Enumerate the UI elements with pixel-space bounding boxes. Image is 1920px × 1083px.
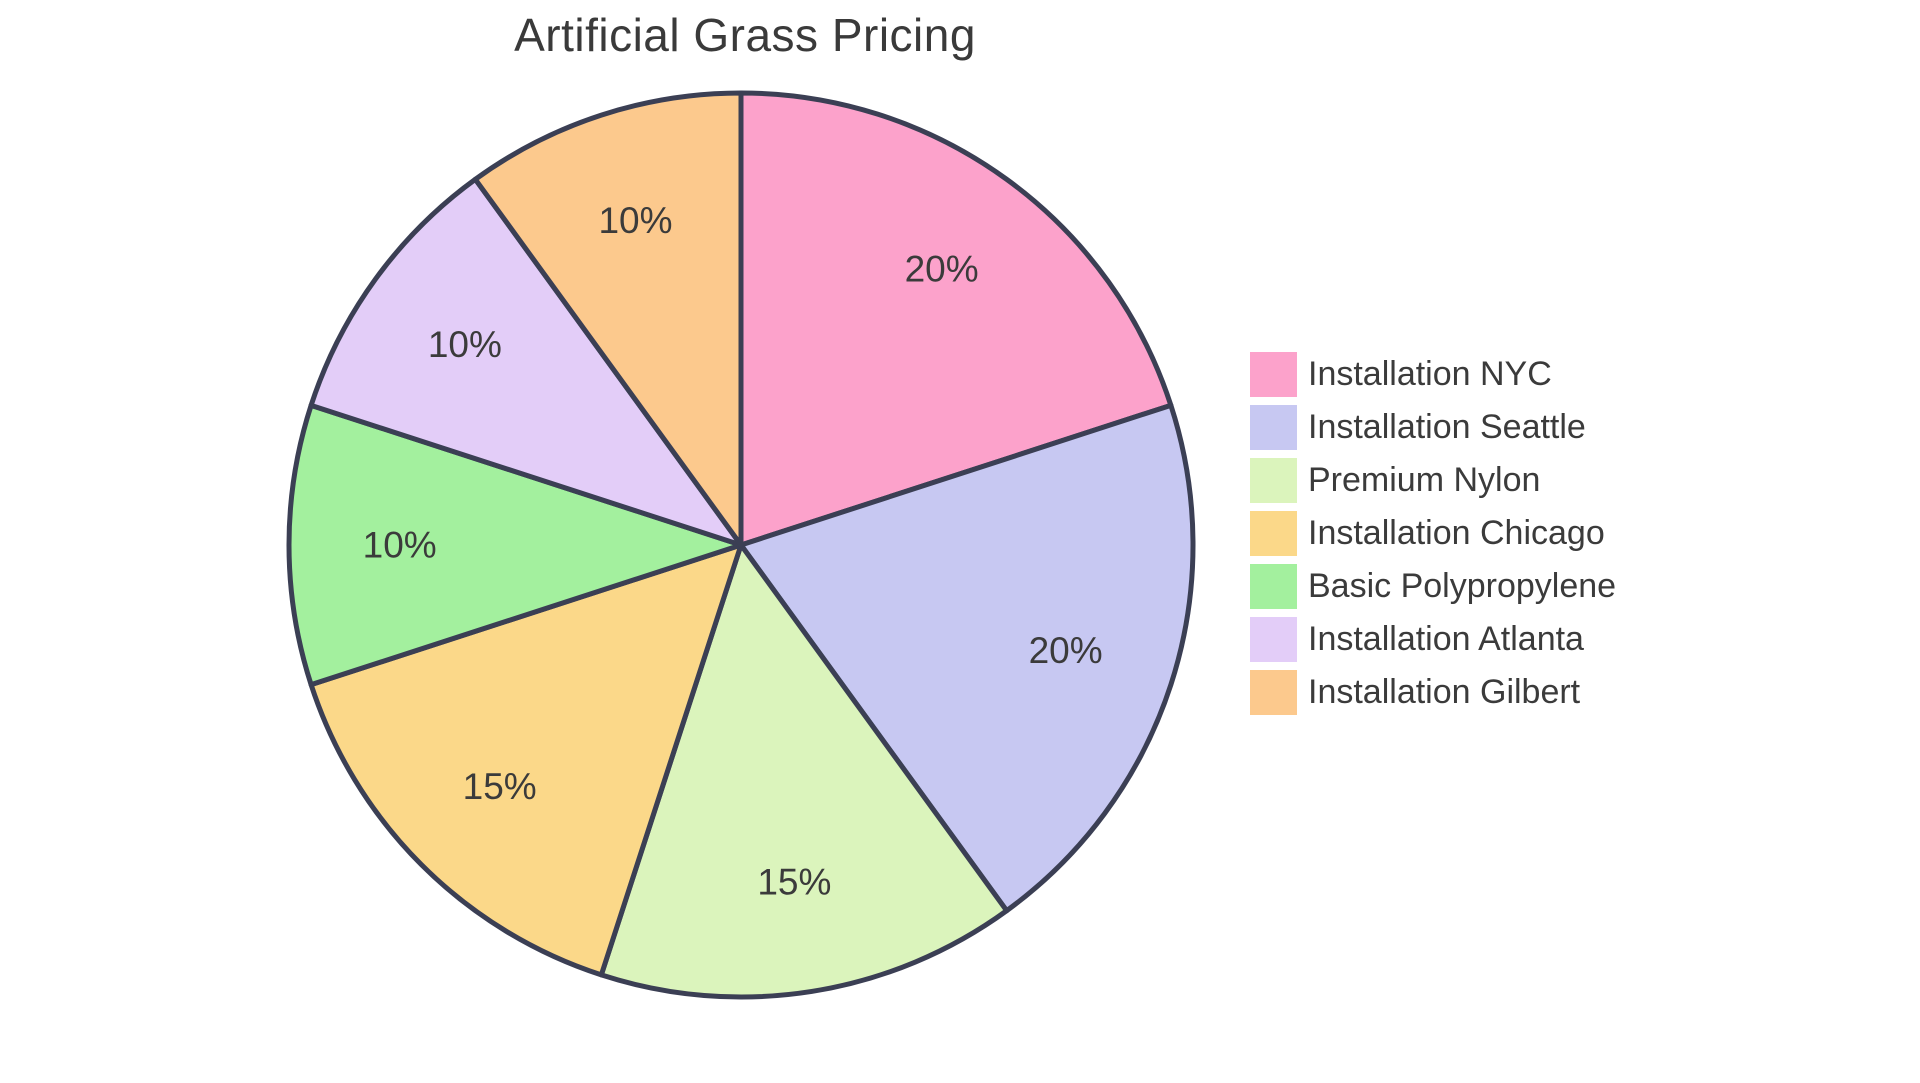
legend-item-3: Installation Chicago bbox=[1250, 511, 1616, 556]
legend-item-4: Basic Polypropylene bbox=[1250, 564, 1616, 609]
pie-slice-1 bbox=[738, 402, 1196, 914]
chart-title: Artificial Grass Pricing bbox=[514, 9, 976, 61]
legend-label: Installation Chicago bbox=[1308, 514, 1605, 552]
legend-item-5: Installation Atlanta bbox=[1250, 617, 1616, 662]
legend-swatch bbox=[1250, 511, 1297, 556]
pie-slice-0 bbox=[738, 90, 1174, 548]
slice-percent-label: 15% bbox=[757, 862, 831, 903]
legend-swatch bbox=[1250, 458, 1297, 503]
pie-slice-2 bbox=[598, 542, 1010, 1000]
pie-slice-5 bbox=[308, 176, 744, 548]
legend-label: Installation Gilbert bbox=[1308, 673, 1581, 711]
slice-percent-label: 20% bbox=[1029, 630, 1103, 671]
slice-percent-label: 10% bbox=[428, 324, 502, 365]
legend-swatch bbox=[1250, 617, 1297, 662]
slice-percent-label: 20% bbox=[905, 248, 979, 289]
pie-slice-6 bbox=[472, 90, 744, 548]
pie-slice-4 bbox=[286, 402, 744, 688]
legend-label: Basic Polypropylene bbox=[1308, 567, 1617, 605]
legend-label: Premium Nylon bbox=[1308, 461, 1541, 499]
legend-item-0: Installation NYC bbox=[1250, 352, 1616, 397]
slice-percent-label: 10% bbox=[363, 525, 437, 566]
legend-swatch bbox=[1250, 352, 1297, 397]
slice-percent-label: 10% bbox=[598, 200, 672, 241]
legend-item-2: Premium Nylon bbox=[1250, 458, 1616, 503]
legend-label: Installation Atlanta bbox=[1308, 620, 1584, 658]
legend-item-1: Installation Seattle bbox=[1250, 405, 1616, 450]
legend-swatch bbox=[1250, 405, 1297, 450]
legend-swatch bbox=[1250, 564, 1297, 609]
legend-label: Installation NYC bbox=[1308, 355, 1552, 393]
legend-swatch bbox=[1250, 670, 1297, 715]
legend-item-6: Installation Gilbert bbox=[1250, 670, 1616, 715]
pie-slice-3 bbox=[308, 542, 744, 978]
legend-label: Installation Seattle bbox=[1308, 408, 1586, 446]
chart-legend: Installation NYC Installation Seattle Prem… bbox=[1250, 352, 1616, 715]
slice-percent-label: 15% bbox=[463, 766, 537, 807]
pie-chart: 20% 20% 15% 15% 10% 10% 10% bbox=[286, 90, 1196, 1000]
